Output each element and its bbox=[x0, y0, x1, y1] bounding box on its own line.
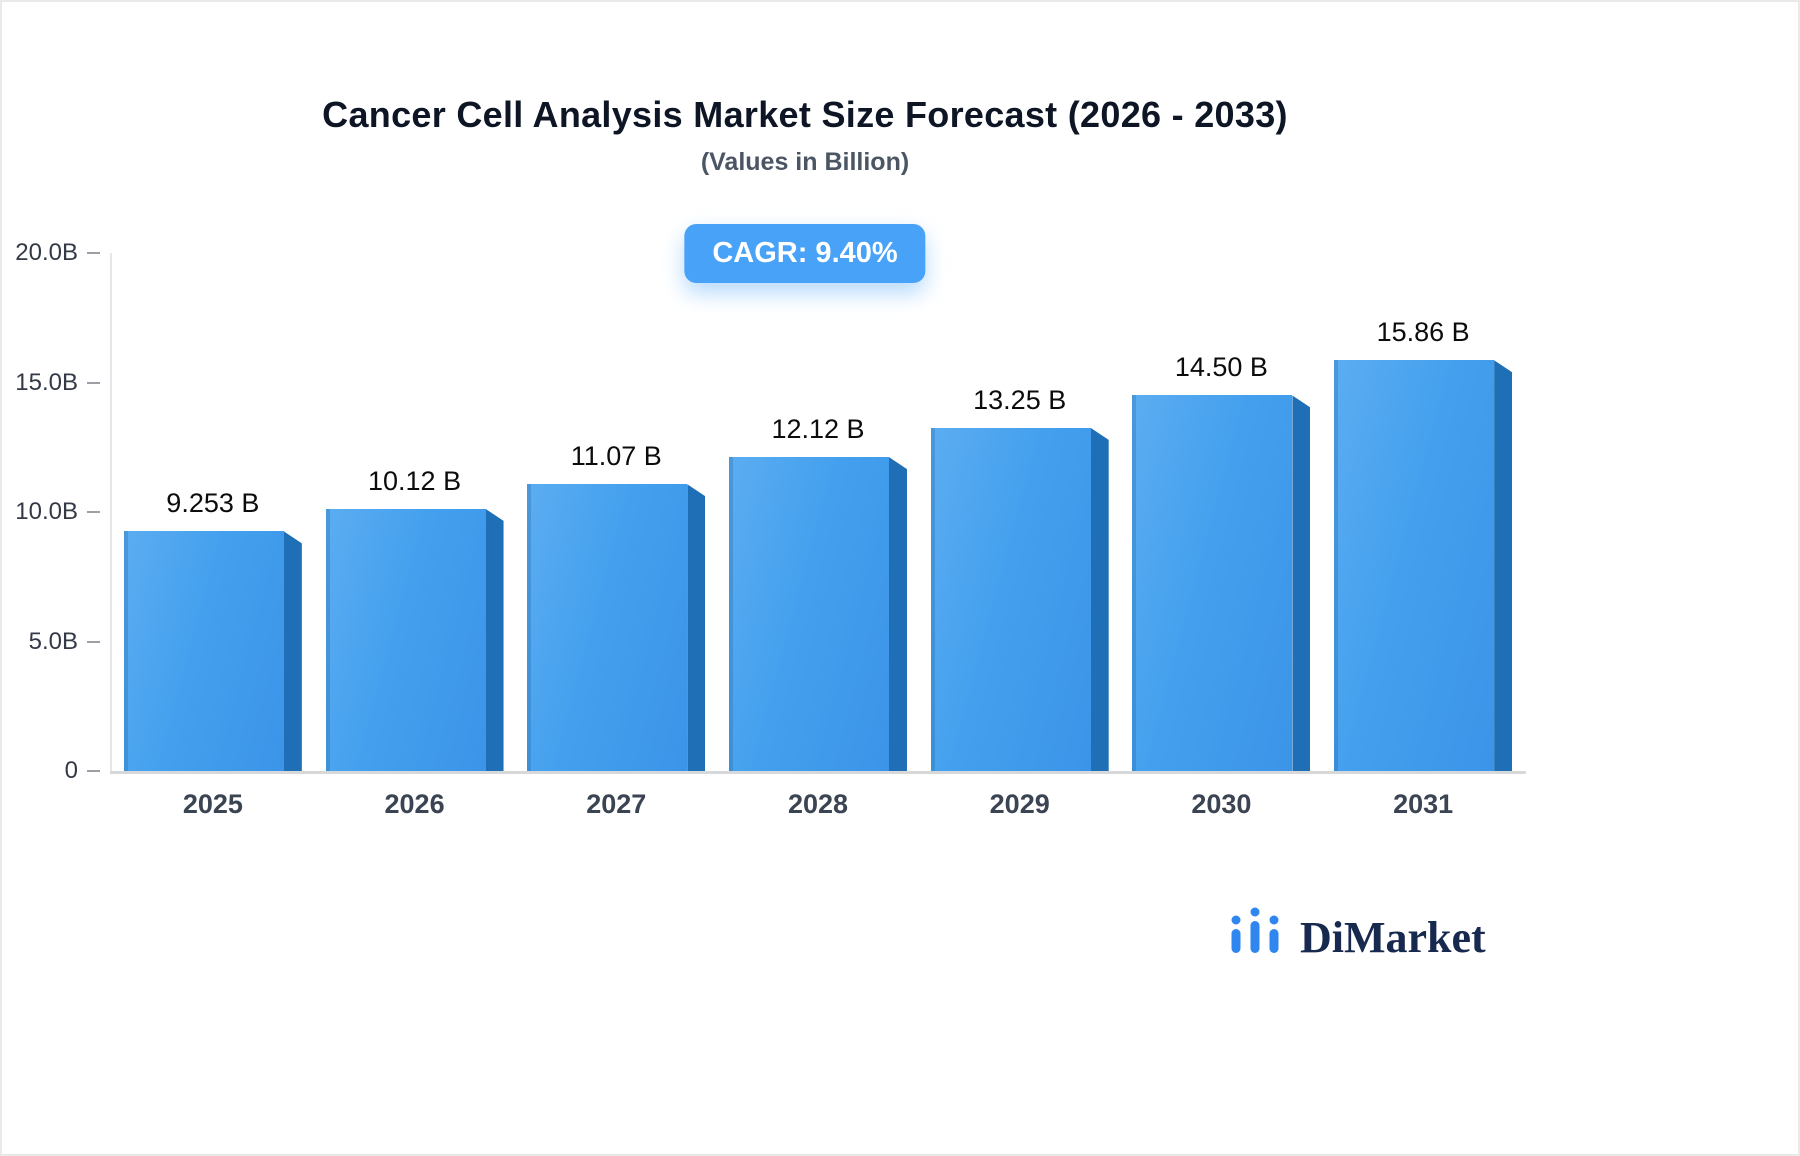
brand-logo-text: DiMarket bbox=[1300, 913, 1486, 962]
x-axis-label: 2027 bbox=[586, 789, 647, 819]
cagr-badge: CAGR: 9.40% bbox=[684, 224, 926, 283]
x-axis-label: 2031 bbox=[1393, 789, 1454, 819]
bar: 15.86 B bbox=[1334, 317, 1513, 771]
x-axis-label: 2026 bbox=[384, 789, 445, 819]
x-axis-label: 2030 bbox=[1191, 789, 1252, 819]
bar-group: 14.50 B 2030 bbox=[1121, 253, 1323, 819]
bar-group: 10.12 B 2026 bbox=[314, 253, 516, 819]
bar-value-label: 10.12 B bbox=[368, 465, 462, 496]
y-axis-tick: 5.0B bbox=[0, 628, 100, 656]
bar-front-face bbox=[930, 427, 1091, 771]
bar: 11.07 B bbox=[527, 441, 706, 771]
x-axis-line bbox=[110, 771, 1526, 774]
x-axis-label: 2028 bbox=[787, 789, 849, 819]
brand-logo: DiMarket bbox=[1228, 903, 1486, 960]
bar-side-face bbox=[1494, 360, 1513, 771]
x-axis-label: 2029 bbox=[989, 789, 1050, 819]
y-axis-tick-label: 0 bbox=[64, 757, 78, 784]
bar-value-label: 11.07 B bbox=[570, 441, 662, 472]
y-axis-tick-label: 5.0B bbox=[28, 627, 78, 655]
bar-side-face bbox=[687, 484, 706, 771]
y-axis-tick: 15.0B bbox=[0, 369, 100, 397]
chart-title: Cancer Cell Analysis Market Size Forecas… bbox=[322, 94, 1288, 135]
bar-front-face bbox=[123, 531, 284, 771]
bar-front-face bbox=[1334, 360, 1495, 771]
tick-mark bbox=[87, 511, 100, 513]
y-axis-tick: 20.0B bbox=[0, 239, 100, 267]
bar-value-label: 13.25 B bbox=[973, 384, 1067, 415]
bar-side-face bbox=[888, 457, 907, 771]
bar-side-face bbox=[1090, 427, 1109, 771]
bar: 9.253 B bbox=[123, 488, 302, 771]
bar-front-face bbox=[325, 508, 486, 771]
tick-mark bbox=[87, 252, 100, 254]
bar-value-label: 9.253 B bbox=[166, 488, 260, 519]
bar: 13.25 B bbox=[930, 385, 1109, 771]
bar-group: 9.253 B 2025 bbox=[112, 253, 314, 819]
y-axis-tick-label: 15.0B bbox=[15, 368, 78, 396]
bar-side-face bbox=[485, 508, 504, 771]
bar-side-face bbox=[1292, 395, 1311, 771]
bar-chart-dots-icon bbox=[1228, 903, 1286, 960]
bar: 10.12 B bbox=[325, 466, 504, 771]
tick-mark bbox=[87, 381, 100, 384]
y-axis-tick: 10.0B bbox=[0, 498, 100, 526]
y-axis-tick-label: 20.0B bbox=[15, 239, 78, 266]
y-axis-tick-label: 10.0B bbox=[15, 498, 78, 525]
bar-value-label: 12.12 B bbox=[771, 414, 865, 445]
bar-group: 13.25 B 2029 bbox=[919, 253, 1121, 819]
plot-area: 0 5.0B 10.0B 15.0B 20.0B 9.253 B 2025 10.12 B 20… bbox=[15, 239, 1526, 819]
bar-value-label: 15.86 B bbox=[1376, 317, 1470, 348]
bar-value-label: 14.50 B bbox=[1174, 352, 1268, 383]
bar-group: 12.12 B 2028 bbox=[717, 253, 919, 819]
bar: 12.12 B bbox=[728, 414, 907, 771]
tick-mark bbox=[87, 640, 100, 643]
bar-side-face bbox=[283, 531, 302, 771]
bar-group: 15.86 B 2031 bbox=[1322, 253, 1524, 819]
bar-group: 11.07 B 2027 bbox=[515, 253, 717, 819]
bar-front-face bbox=[1132, 395, 1293, 771]
bar: 14.50 B bbox=[1132, 352, 1311, 771]
chart-subtitle: (Values in Billion) bbox=[700, 148, 910, 176]
y-axis-tick: 0 bbox=[0, 757, 100, 785]
bar-front-face bbox=[728, 457, 889, 771]
x-axis-label: 2025 bbox=[182, 789, 243, 819]
tick-mark bbox=[87, 770, 100, 772]
bar-front-face bbox=[527, 484, 688, 771]
